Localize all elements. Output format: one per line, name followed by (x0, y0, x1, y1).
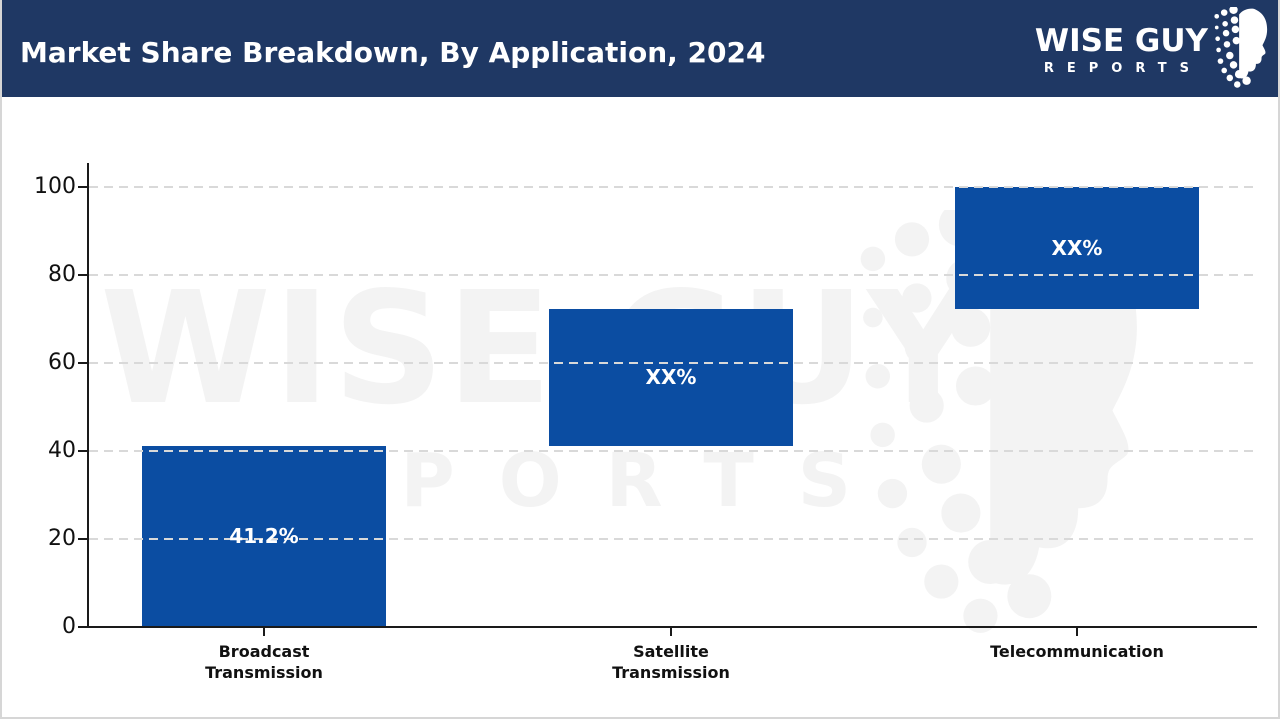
y-tick-mark (78, 273, 88, 276)
bar-value-label: XX% (1051, 235, 1103, 260)
logo-face-dots-icon (1214, 7, 1268, 88)
x-tick-mark (670, 628, 672, 636)
bar-value-label: XX% (645, 365, 697, 390)
gridline (89, 185, 1255, 188)
watermark-face-dots-icon (860, 210, 1137, 633)
x-category-label: Telecommunication (927, 641, 1227, 662)
x-tick-mark (263, 628, 265, 636)
bar-segment (142, 445, 386, 627)
x-category-label-line: Broadcast (218, 642, 310, 661)
gridline (89, 449, 1255, 452)
x-axis-line (87, 626, 1257, 628)
logo-wordmark: WISE GUY (1034, 23, 1208, 59)
x-tick-mark (1076, 628, 1078, 636)
y-tick-label: 20 (48, 525, 76, 551)
bar-segment (955, 186, 1199, 309)
y-tick-mark (78, 449, 88, 452)
y-tick-label: 0 (62, 614, 76, 639)
bar-segment (549, 308, 793, 446)
y-tick-label: 40 (48, 437, 76, 463)
y-axis-line (87, 163, 89, 628)
gridline (89, 537, 1255, 540)
x-category-label: Satellite Transmission (521, 641, 821, 683)
gridline (89, 273, 1255, 276)
x-category-label-line: Transmission (612, 663, 730, 682)
x-category-label: Broadcast Transmission (114, 641, 414, 683)
y-tick-mark (78, 626, 88, 628)
page-title: Market Share Breakdown, By Application, … (20, 36, 766, 69)
y-tick-label: 100 (34, 173, 76, 199)
y-tick-mark (78, 185, 88, 188)
brand-logo: WISE GUY REPORTS (1024, 0, 1274, 97)
header: Market Share Breakdown, By Application, … (0, 0, 1280, 97)
watermark-wordmark: WISE GUY (100, 258, 982, 439)
x-category-label-line: Telecommunication (990, 642, 1164, 661)
gridline (89, 361, 1255, 364)
y-tick-label: 60 (48, 349, 76, 375)
x-category-label-line: Transmission (205, 663, 323, 682)
y-tick-mark (78, 361, 88, 364)
bar-value-label: 41.2% (229, 524, 299, 549)
y-tick-mark (78, 537, 88, 540)
logo-subtext: REPORTS (1043, 61, 1202, 76)
y-tick-label: 80 (48, 261, 76, 287)
x-category-label-line: Satellite (633, 642, 709, 661)
